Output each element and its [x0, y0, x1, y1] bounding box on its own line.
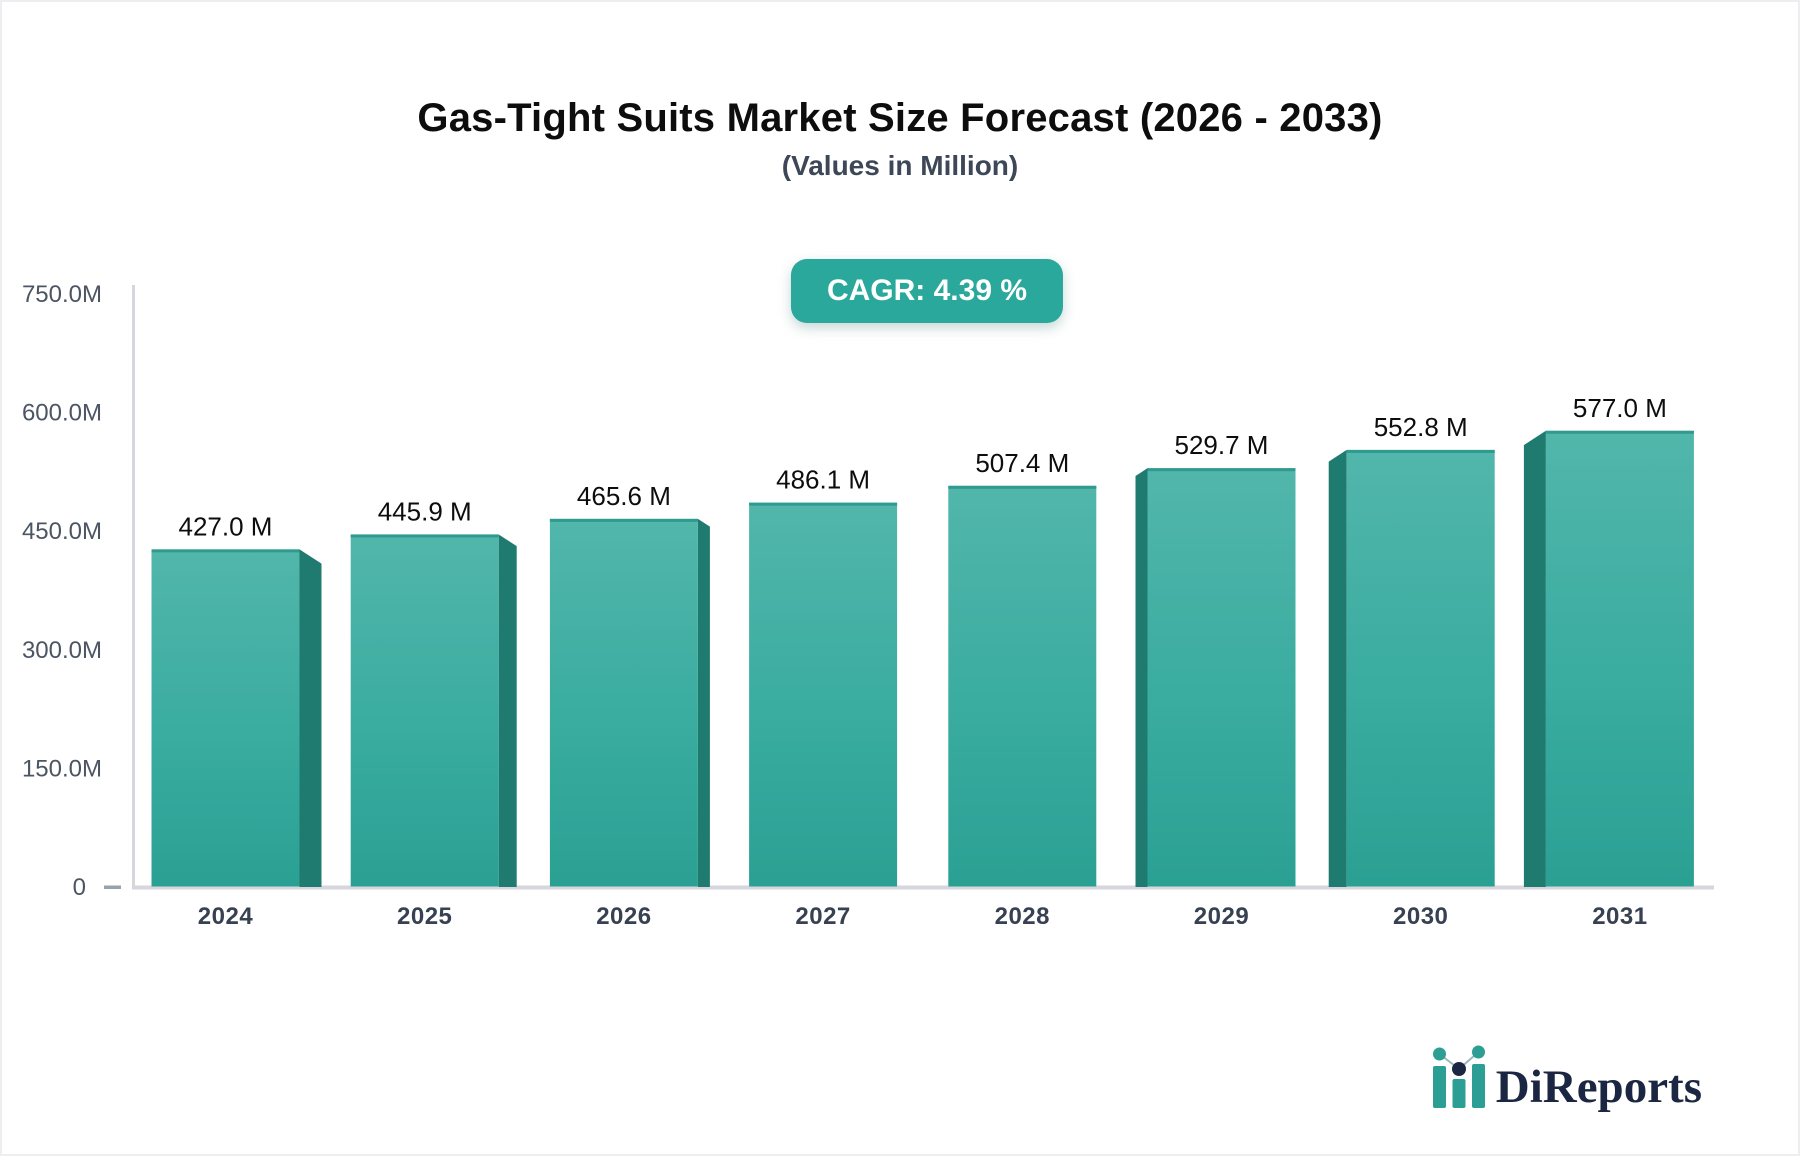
bar-face: [749, 502, 898, 887]
bar-side: [697, 518, 710, 887]
logo: DiReports: [1432, 1044, 1702, 1113]
bar-value-label: 552.8 M: [1374, 412, 1468, 442]
chart-title: Gas-Tight Suits Market Size Forecast (20…: [417, 96, 1383, 140]
x-axis-label: 2031: [1592, 903, 1647, 930]
bar-top-edge: [549, 518, 698, 522]
bar-top-edge: [1545, 430, 1694, 434]
bar-face: [1346, 449, 1495, 887]
bar-value-label: 465.6 M: [577, 481, 671, 511]
y-axis-label: 600.0M: [22, 400, 102, 427]
x-axis-label: 2026: [596, 903, 651, 930]
x-axis-label: 2025: [397, 903, 452, 930]
bar-top-edge: [1346, 449, 1495, 453]
bar-top-edge: [350, 534, 499, 538]
bar-face: [1545, 430, 1694, 887]
bar-side: [498, 534, 517, 887]
bar-face: [549, 518, 698, 887]
bar-face: [948, 485, 1097, 887]
bar-side: [1135, 468, 1148, 887]
bar-value-label: 427.0 M: [179, 511, 273, 541]
chart-subtitle: (Values in Million): [781, 150, 1019, 181]
bar-value-label: 529.7 M: [1175, 430, 1269, 460]
bar-value-label: 486.1 M: [776, 465, 870, 495]
bar-top-edge: [948, 485, 1097, 489]
bar-face: [1147, 468, 1296, 887]
cagr-badge: CAGR: 4.39 %: [790, 259, 1064, 323]
bar-chart-trend-icon: [1432, 1045, 1485, 1108]
x-axis-label: 2030: [1393, 903, 1448, 930]
y-axis-label: 750.0M: [22, 281, 102, 308]
bar-side: [1523, 430, 1546, 887]
bar-face: [151, 549, 300, 887]
y-axis-label: 0: [73, 874, 86, 901]
y-axis-label: 150.0M: [22, 755, 102, 782]
bar-value-label: 507.4 M: [975, 448, 1069, 478]
y-axis-label: 300.0M: [22, 637, 102, 664]
x-axis-label: 2029: [1194, 903, 1249, 930]
x-axis-label: 2024: [198, 903, 254, 930]
bar-top-edge: [151, 549, 300, 553]
bar-value-label: 577.0 M: [1573, 393, 1667, 423]
x-axis-label: 2028: [995, 903, 1050, 930]
x-axis-line: [132, 885, 1714, 890]
bar-top-edge: [749, 502, 898, 506]
x-axis-label: 2027: [795, 903, 850, 930]
bar-face: [350, 534, 499, 887]
y-axis-line: [132, 285, 135, 889]
y-axis-label: 450.0M: [22, 518, 102, 545]
bar-side: [1328, 449, 1347, 887]
bar-value-label: 445.9 M: [378, 496, 472, 526]
bar-top-edge: [1147, 468, 1296, 472]
zero-tick: [104, 885, 121, 889]
logo-text: DiReports: [1495, 1061, 1702, 1113]
bar-side: [299, 549, 322, 887]
